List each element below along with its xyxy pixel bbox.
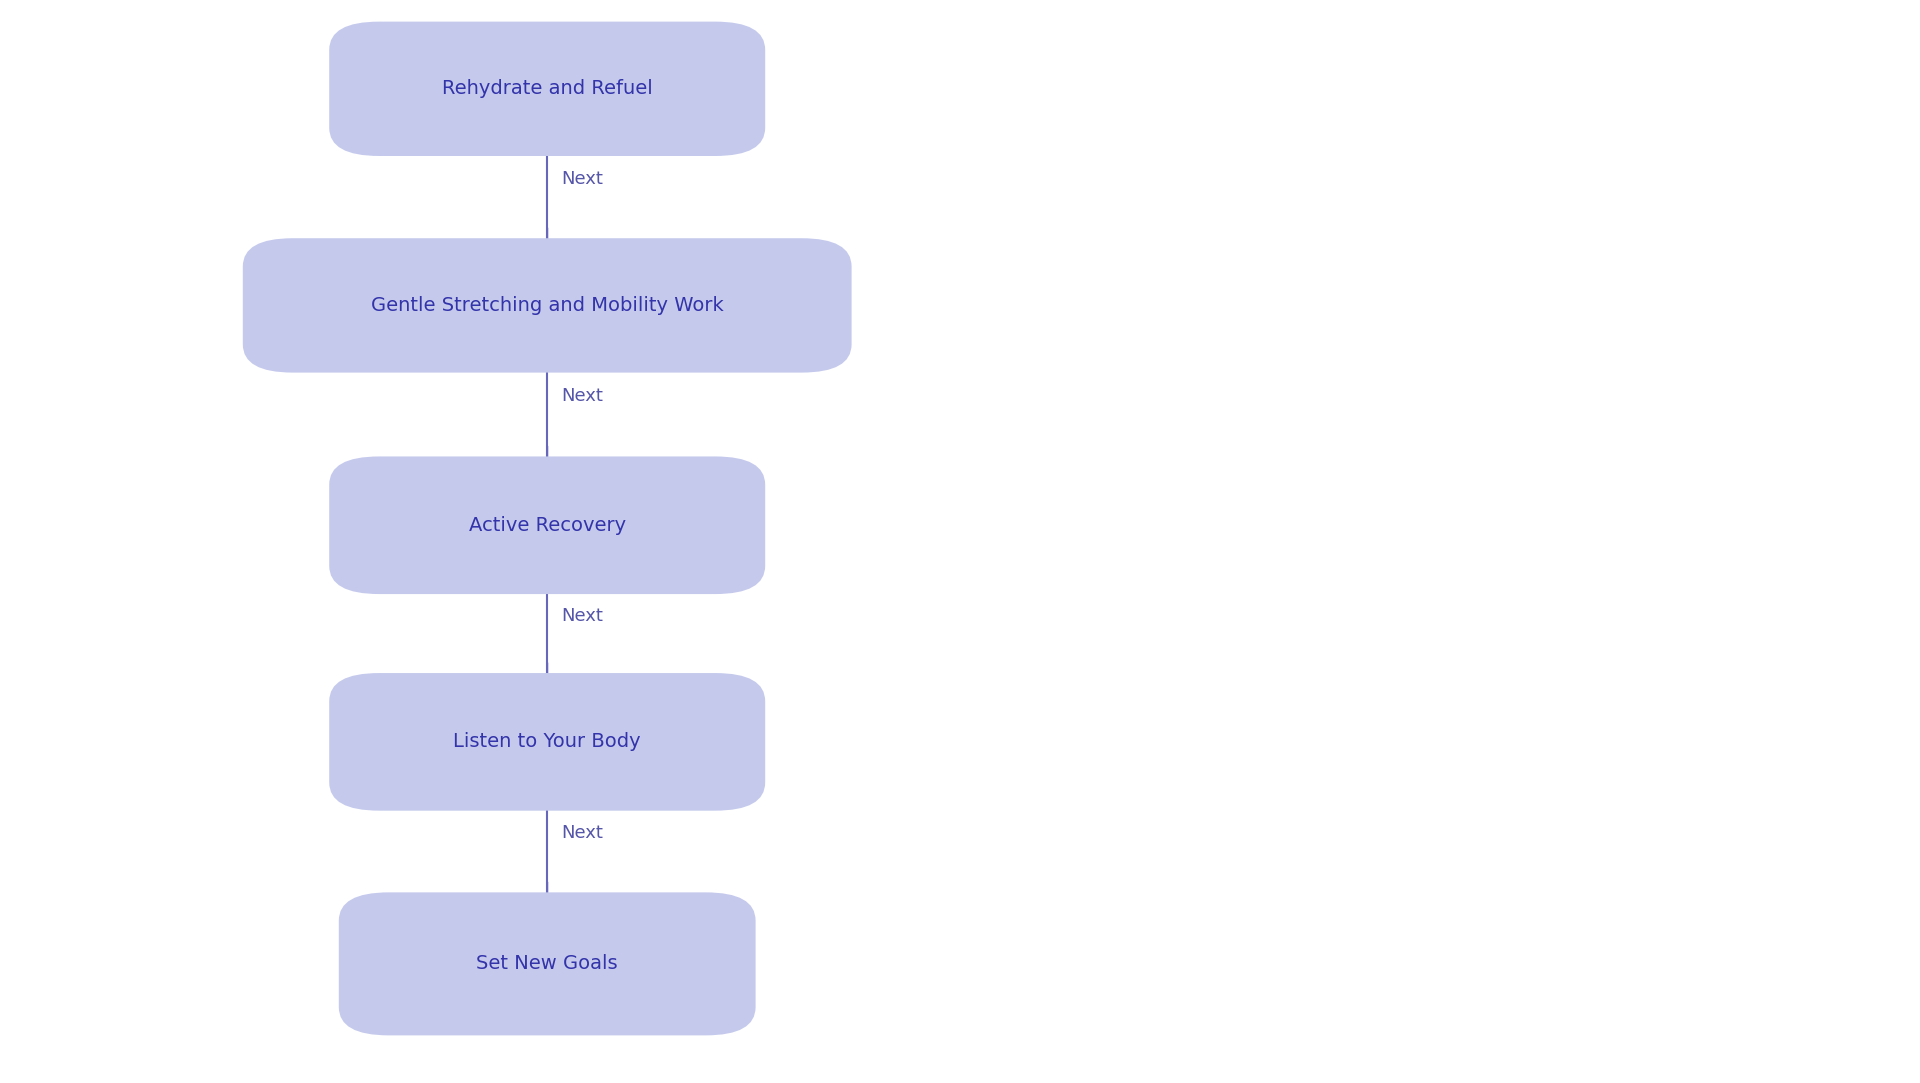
- Text: Next: Next: [561, 170, 603, 188]
- Text: Active Recovery: Active Recovery: [468, 516, 626, 535]
- FancyBboxPatch shape: [242, 238, 852, 373]
- Text: Next: Next: [561, 606, 603, 625]
- Text: Rehydrate and Refuel: Rehydrate and Refuel: [442, 79, 653, 99]
- Text: Gentle Stretching and Mobility Work: Gentle Stretching and Mobility Work: [371, 296, 724, 315]
- FancyBboxPatch shape: [328, 673, 766, 811]
- FancyBboxPatch shape: [338, 892, 756, 1035]
- Text: Next: Next: [561, 387, 603, 405]
- Text: Listen to Your Body: Listen to Your Body: [453, 732, 641, 752]
- FancyBboxPatch shape: [328, 22, 766, 156]
- Text: Set New Goals: Set New Goals: [476, 954, 618, 974]
- FancyBboxPatch shape: [328, 456, 766, 595]
- Text: Next: Next: [561, 824, 603, 843]
